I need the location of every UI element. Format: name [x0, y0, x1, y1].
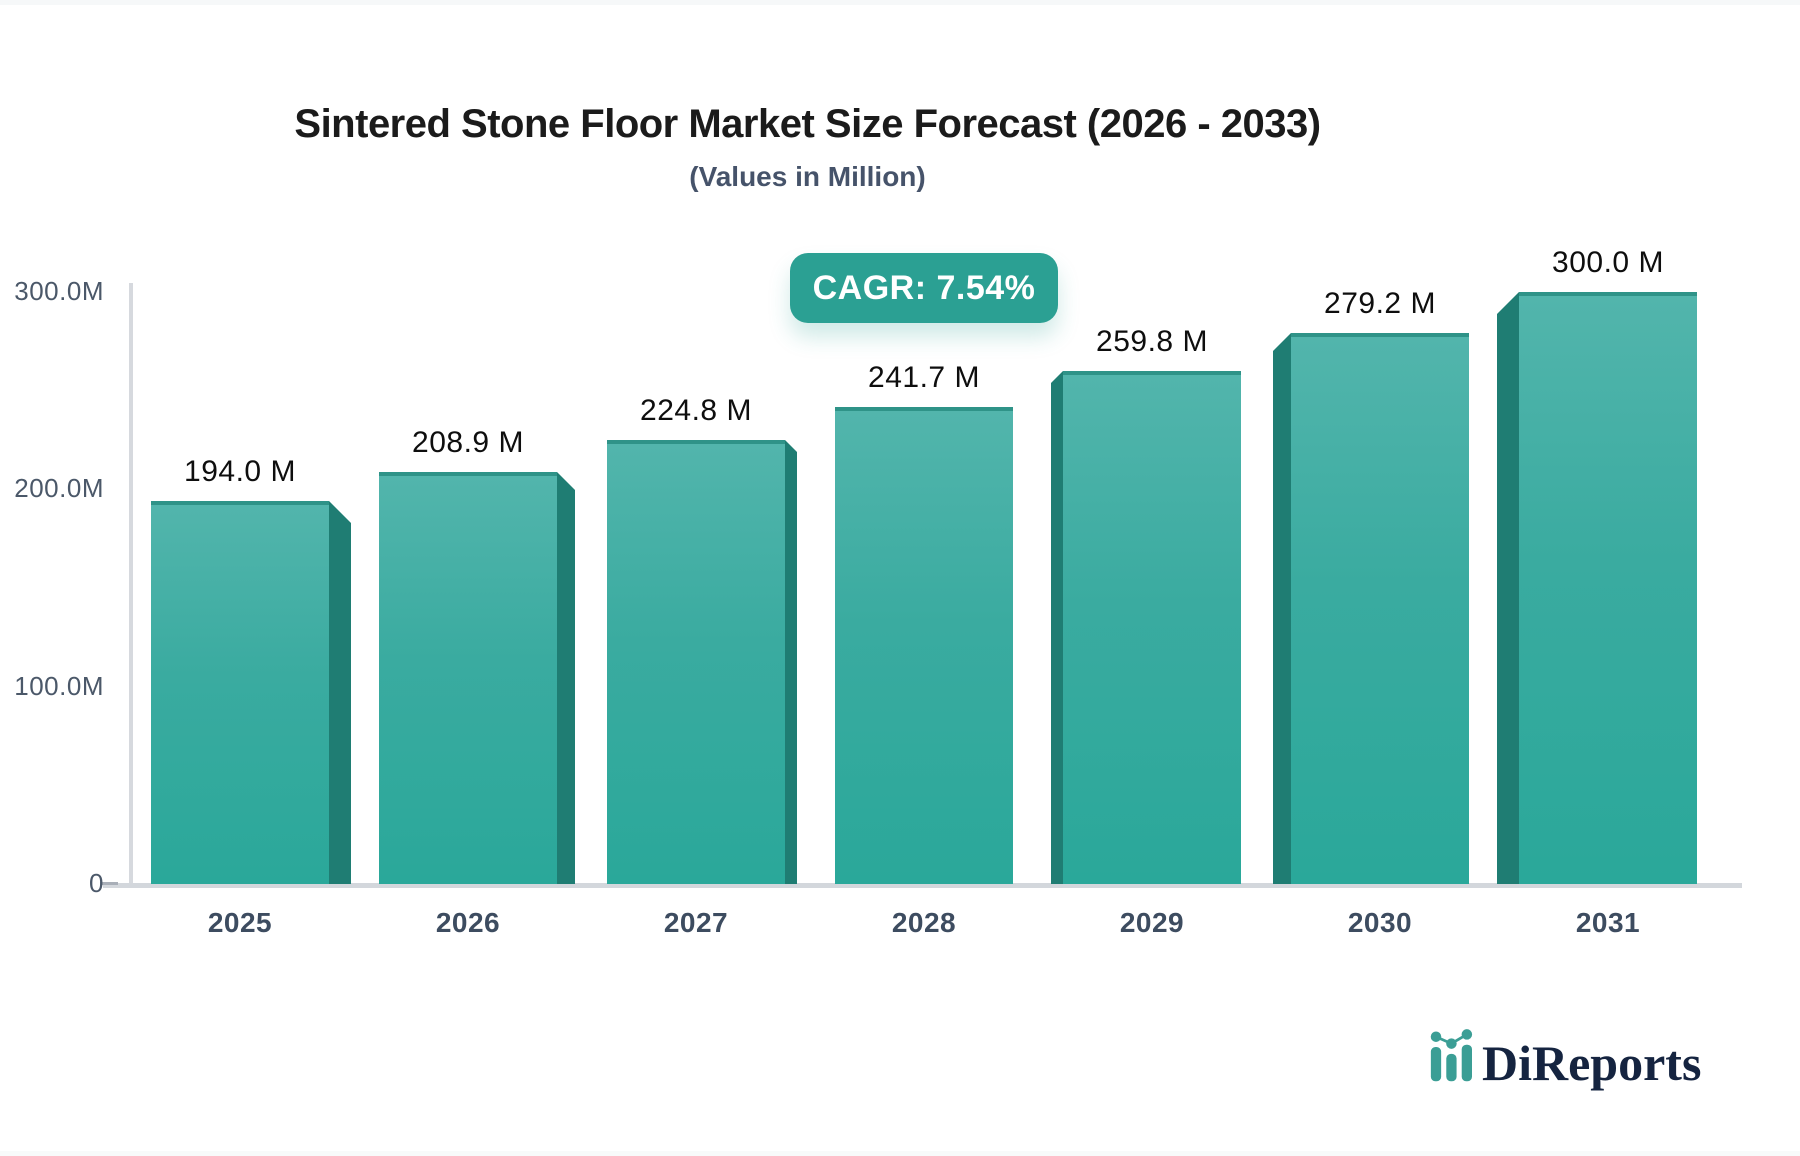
- bar-value-label: 208.9 M: [412, 426, 524, 459]
- bar-2031: [1519, 292, 1697, 884]
- bar-2027: [607, 440, 785, 884]
- bar-2030: [1291, 333, 1469, 884]
- y-tick-label: 100.0M: [14, 670, 104, 701]
- window-edge-bottom: [0, 1151, 1800, 1156]
- y-tick-label: 300.0M: [14, 276, 104, 306]
- bar-value-label: 279.2 M: [1324, 287, 1436, 320]
- x-tick-label: 2025: [207, 907, 273, 938]
- bar-2026: [379, 472, 557, 884]
- chart-title: Sintered Stone Floor Market Size Forecas…: [294, 102, 1321, 146]
- bar-2028: [835, 407, 1013, 884]
- bar-side-face-2026: [557, 472, 575, 884]
- bar-value-label: 259.8 M: [1096, 325, 1208, 358]
- bar-value-label: 194.0 M: [184, 455, 296, 488]
- bar-2029: [1063, 371, 1241, 884]
- bar-value-label: 300.0 M: [1552, 246, 1664, 279]
- cagr-badge-label: CAGR: 7.54%: [812, 268, 1036, 307]
- x-tick-label: 2027: [663, 907, 729, 938]
- bar-2025: [151, 501, 329, 884]
- bar-side-face-2030: [1273, 333, 1291, 884]
- x-tick-label: 2030: [1347, 907, 1413, 938]
- y-tick-label: 0: [89, 868, 104, 898]
- bar-side-face-2031: [1497, 292, 1519, 884]
- x-tick-label: 2031: [1575, 907, 1641, 938]
- bar-value-label: 224.8 M: [640, 394, 752, 427]
- y-axis-line: [129, 283, 133, 886]
- bar-side-face-2029: [1051, 371, 1063, 884]
- x-tick-label: 2029: [1119, 907, 1185, 938]
- x-tick-label: 2028: [891, 907, 957, 938]
- y-tick-label: 200.0M: [14, 473, 104, 504]
- bar-chart-logo-icon: [1430, 1029, 1473, 1082]
- direports-logo: DiReports: [1428, 1028, 1702, 1091]
- bar-value-label: 241.7 M: [868, 361, 980, 394]
- x-axis-line: [103, 883, 1742, 888]
- cagr-badge: CAGR: 7.54%: [790, 253, 1058, 323]
- chart-subtitle: (Values in Million): [689, 161, 926, 192]
- window-edge-top: [0, 0, 1800, 5]
- chart-header: Sintered Stone Floor Market Size Forecas…: [0, 0, 1615, 193]
- logo-text: DiReports: [1482, 1035, 1702, 1091]
- bar-side-face-2027: [785, 440, 797, 884]
- zero-tick-mark: [100, 882, 118, 885]
- x-tick-label: 2026: [435, 907, 501, 938]
- bar-side-face-2025: [329, 501, 351, 884]
